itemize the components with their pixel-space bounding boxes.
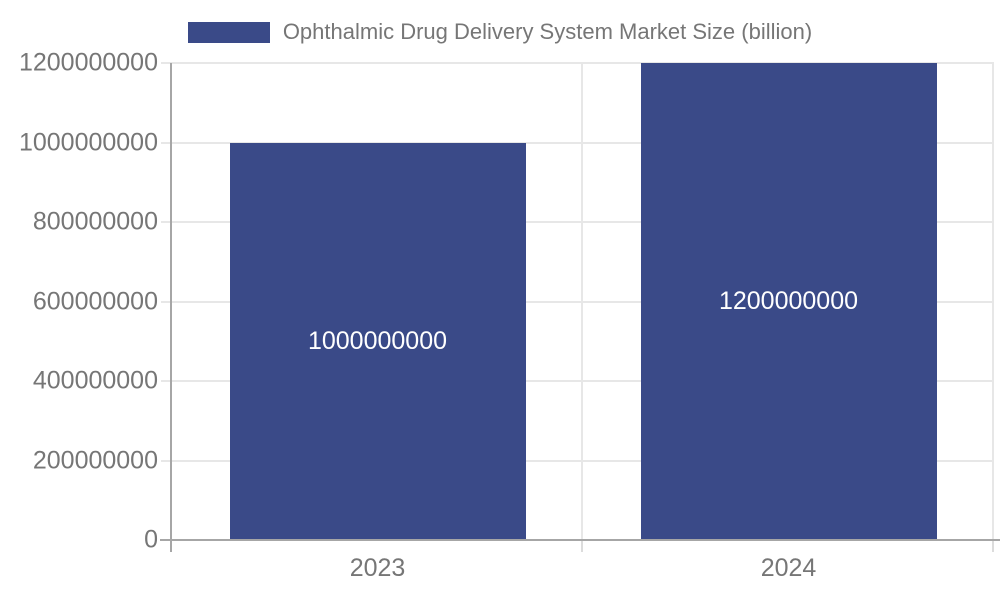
- x-tick-label-2023: 2023: [349, 554, 406, 582]
- bar-2023: 1000000000: [229, 142, 526, 540]
- bar-value-label: 1000000000: [307, 326, 448, 355]
- x-axis-line: [160, 539, 1000, 541]
- gridline: [161, 221, 994, 223]
- y-tick-label: 600000000: [32, 287, 158, 315]
- plot-area: 1000000000 1200000000: [161, 62, 994, 541]
- x-tick-mark: [581, 541, 583, 552]
- y-tick-label: 0: [144, 525, 158, 554]
- gridline: [161, 380, 994, 382]
- gridline: [161, 141, 994, 144]
- y-tick-label: 200000000: [32, 446, 158, 474]
- legend-label: Ophthalmic Drug Delivery System Market S…: [282, 19, 813, 44]
- y-axis-line: [170, 63, 172, 552]
- gridline: [161, 62, 994, 64]
- category-boundary-line: [992, 63, 994, 540]
- x-tick-mark: [992, 541, 994, 552]
- bar-value-label: 1200000000: [718, 287, 859, 315]
- bar-2024: 1200000000: [640, 63, 937, 540]
- legend-swatch-icon: [187, 21, 270, 43]
- legend[interactable]: Ophthalmic Drug Delivery System Market S…: [0, 19, 1000, 45]
- y-tick-label: 800000000: [32, 207, 158, 236]
- y-tick-label: 400000000: [32, 366, 158, 395]
- category-boundary-line: [581, 63, 583, 540]
- y-tick-label: 1200000000: [18, 48, 158, 77]
- gridline: [161, 459, 994, 462]
- x-tick-label-2024: 2024: [760, 554, 817, 582]
- y-tick-label: 1000000000: [18, 128, 158, 156]
- gridline: [161, 300, 994, 303]
